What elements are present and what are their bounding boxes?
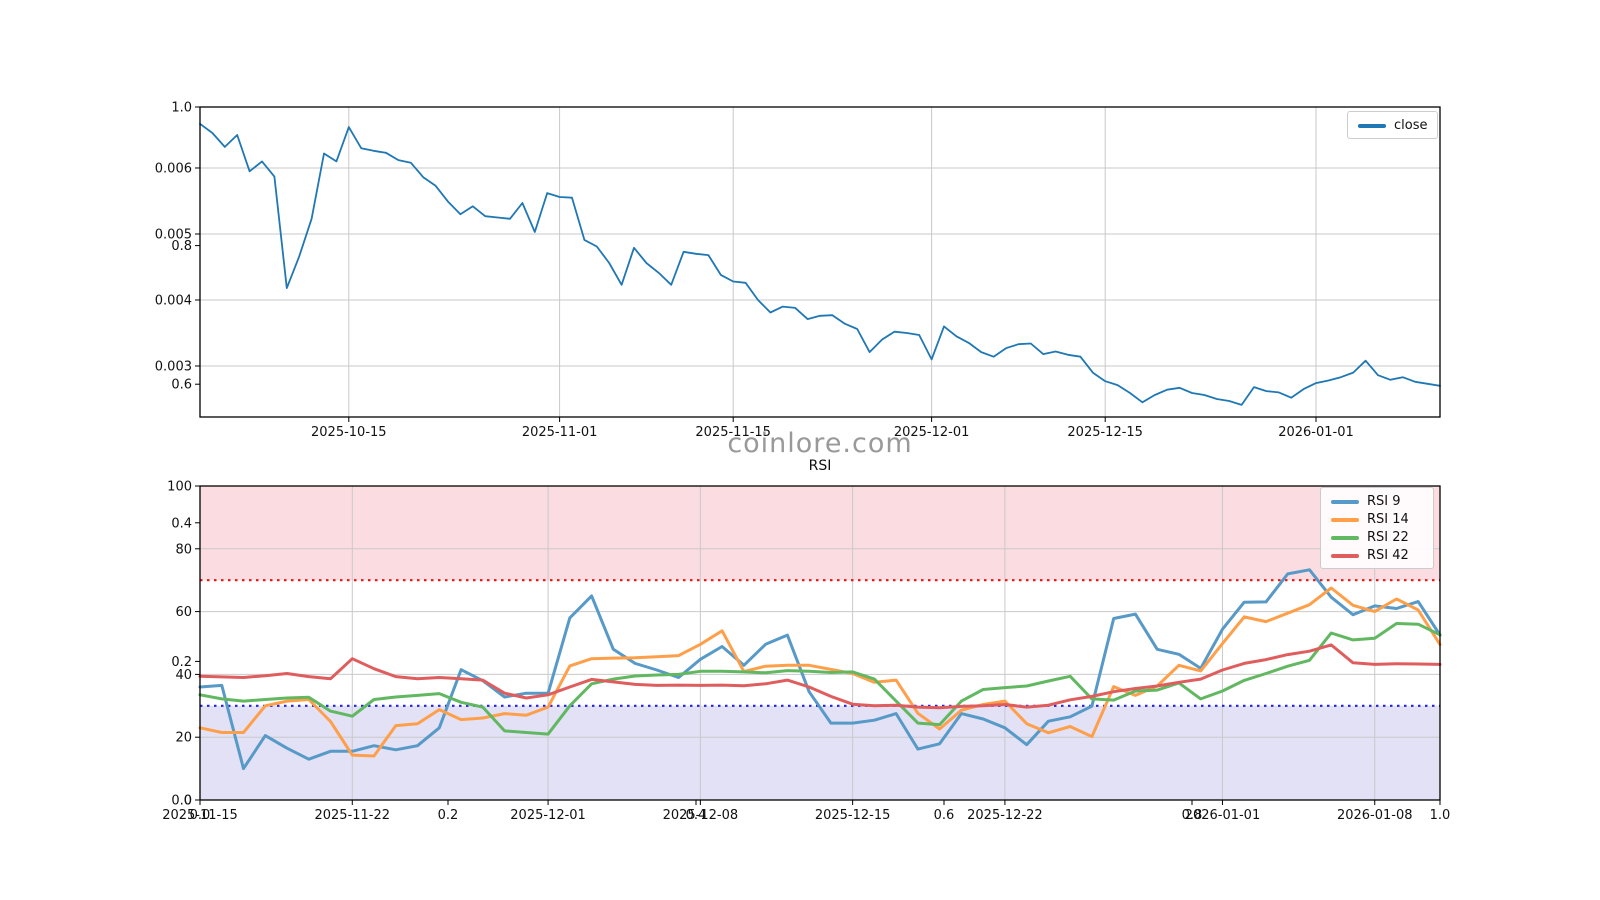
y-tick-label: 80 (175, 542, 192, 557)
x-tick-label: 2025-11-01 (522, 425, 598, 440)
series-line-rsi-22 (198, 622, 1442, 736)
series-line-rsi-14 (198, 586, 1442, 758)
watermark: coinlore.com (727, 428, 913, 459)
x-tick-label: 2025-10-15 (311, 425, 387, 440)
series-line-rsi-42 (198, 643, 1442, 710)
x-tick-label: 2025-11-15 (695, 425, 771, 440)
legend-item-close: close (1358, 117, 1427, 135)
y-tick-label: 60 (175, 605, 192, 620)
legend-item-rsi-42: RSI 42 (1331, 547, 1423, 565)
y-tick-label: 0 (184, 794, 192, 809)
x-tick-label: 2026-01-01 (1185, 808, 1261, 823)
legend-label-rsi-22: RSI 22 (1367, 530, 1409, 545)
legend-label-close: close (1394, 118, 1428, 133)
rsi-chart: 2025-11-15 2025-11-22 2025-12-01 2025-12-08… (162, 480, 1442, 823)
y-tick-label: 0.004 (155, 293, 192, 308)
overlay-y-tick-label: 0.6 (171, 378, 192, 393)
overbought-zone-band (200, 486, 1440, 581)
price-chart: 2025-10-15 2025-11-01 2025-11-15 2025-12-01… (155, 106, 1441, 440)
x-tick-label: 2025-11-22 (314, 808, 390, 823)
y-tick-label: 0.003 (155, 359, 192, 374)
x-tick-label: 2026-01-01 (1278, 425, 1354, 440)
overlay-x-tick-label: 0.8 (1182, 808, 1203, 823)
overlay-y-tick-label: 1.0 (171, 101, 192, 116)
plot-border (199, 485, 1441, 801)
rsi22-line-swatch (1331, 536, 1359, 540)
overlay-y-tick-label: 0.8 (171, 239, 192, 254)
legend-label-rsi-42: RSI 42 (1367, 548, 1409, 563)
rsi42-line-swatch (1331, 554, 1359, 558)
y-tick-label: 0.005 (155, 227, 192, 242)
rsi-chart-title: RSI (808, 458, 832, 474)
y-tick-label: 40 (175, 668, 192, 683)
x-tick-label: 2026-01-08 (1337, 808, 1413, 823)
oversold-zone-band (200, 705, 1440, 800)
legend-item-rsi-22: RSI 22 (1331, 529, 1423, 547)
rsi14-line-swatch (1331, 518, 1359, 522)
rsi-legend: RSI 9 RSI 14 RSI 22 RSI 42 (1320, 487, 1434, 569)
plot-border (199, 106, 1441, 418)
overlay-y-tick-label: 0.2 (171, 655, 192, 670)
x-tick-label: 2025-12-15 (815, 808, 891, 823)
series-line-rsi-9 (198, 568, 1442, 771)
legend-item-rsi-14: RSI 14 (1331, 511, 1423, 529)
overlay-x-tick-label: 1.0 (1430, 808, 1451, 823)
y-tick-label: 20 (175, 731, 192, 746)
overlay-x-tick-label: 0.6 (934, 808, 955, 823)
overlay-y-tick-label: 0.4 (171, 516, 192, 531)
legend-label-rsi-14: RSI 14 (1367, 512, 1409, 527)
overlay-x-tick-label: 0.0 (190, 808, 211, 823)
x-tick-label: 2025-11-15 (162, 808, 238, 823)
legend-item-rsi-9: RSI 9 (1331, 493, 1423, 511)
x-tick-label: 2025-12-15 (1067, 425, 1143, 440)
legend-label-rsi-9: RSI 9 (1367, 494, 1401, 509)
x-tick-label: 2025-12-22 (967, 808, 1043, 823)
overlay-axis: 0.0 0.2 0.4 0.6 0.8 1.0 0.0 0.2 0.4 0.6 0.8 1.0 (171, 101, 1450, 824)
overlay-x-tick-label: 0.4 (686, 808, 707, 823)
close-line-swatch (1358, 124, 1386, 128)
x-tick-label: 2025-12-08 (663, 808, 739, 823)
x-tick-label: 2025-12-01 (894, 425, 970, 440)
overlay-y-tick-label: 0.0 (171, 794, 192, 809)
y-tick-label: 0.006 (155, 161, 192, 176)
rsi9-line-swatch (1331, 500, 1359, 504)
close-legend: close (1347, 111, 1438, 139)
series-line-close (199, 122, 1441, 406)
overlay-x-tick-label: 0.2 (438, 808, 459, 823)
y-tick-label: 100 (167, 480, 192, 495)
x-tick-label: 2025-12-01 (510, 808, 586, 823)
